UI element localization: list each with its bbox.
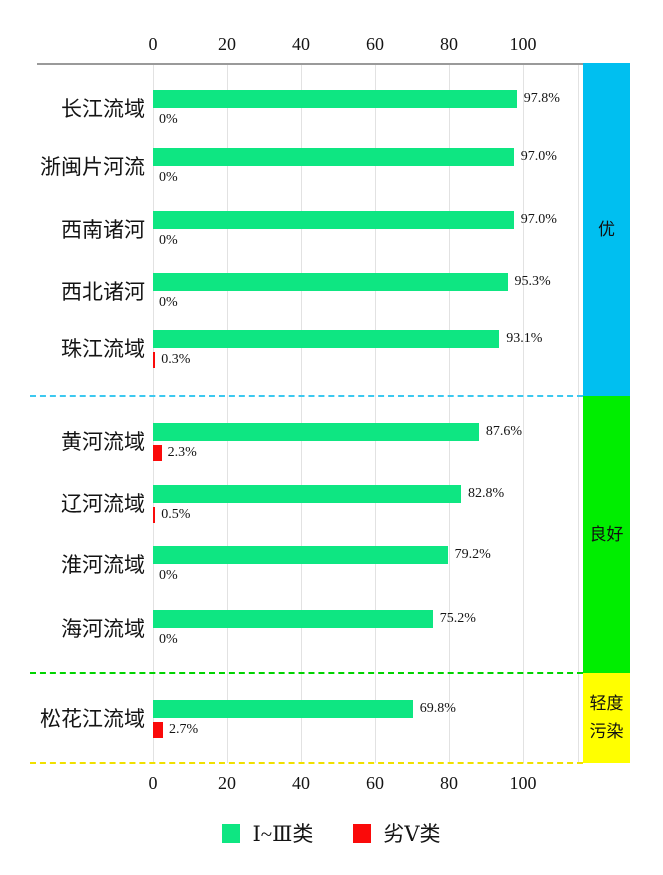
category-label: 海河流域 xyxy=(61,617,145,641)
series2-value-label: 0% xyxy=(159,112,178,127)
series2-value-label: 0.5% xyxy=(161,507,191,522)
series1-value-label: 87.6% xyxy=(485,424,523,439)
section-separator xyxy=(30,672,583,674)
series2-value-label: 0% xyxy=(159,632,178,647)
series1-bar xyxy=(153,273,508,291)
series1-value-label: 75.2% xyxy=(439,611,476,626)
series1-value-label: 82.8% xyxy=(468,486,505,501)
x-tick-label-top: 100 xyxy=(509,34,537,54)
series1-bar xyxy=(153,610,433,628)
series1-value-label: 97.0% xyxy=(520,149,557,164)
category-label: 浙闽片河流 xyxy=(40,155,145,179)
series1-bar xyxy=(153,423,479,441)
series2-value-label: 0.3% xyxy=(161,352,191,367)
section-separator xyxy=(30,762,583,764)
series1-value-label: 97.8% xyxy=(523,91,560,106)
series2-bar xyxy=(153,722,163,738)
grade-strip-label: 优 xyxy=(598,219,615,239)
legend-item: Ⅰ~Ⅲ类 xyxy=(222,818,313,848)
series1-bar xyxy=(153,546,448,564)
category-label: 长江流域 xyxy=(61,97,145,121)
series2-value-label: 0% xyxy=(159,295,178,310)
series2-value-label: 2.3% xyxy=(167,445,197,460)
gridline xyxy=(449,65,450,763)
legend: Ⅰ~Ⅲ类 劣Ⅴ类 xyxy=(0,818,663,848)
series2-bar xyxy=(153,352,156,368)
gridline xyxy=(153,65,154,763)
category-label: 西北诸河 xyxy=(61,280,145,304)
axis-line xyxy=(37,63,583,65)
x-tick-label-top: 0 xyxy=(148,34,158,54)
series1-value-label: 69.8% xyxy=(419,701,456,716)
grade-strip-section: 轻度 污染 xyxy=(583,673,630,763)
grade-strip-label: 轻度 xyxy=(589,694,624,713)
grade-strip-section: 良好 xyxy=(583,396,630,673)
legend-label: Ⅰ~Ⅲ类 xyxy=(252,822,314,846)
x-tick-label-bottom: 80 xyxy=(440,773,458,793)
x-tick-label-bottom: 60 xyxy=(366,773,384,793)
grade-strip-label: 污染 xyxy=(589,722,624,741)
gridline xyxy=(227,65,228,763)
series1-bar xyxy=(153,211,514,229)
series1-bar xyxy=(153,700,413,718)
grade-strip-section: 优 xyxy=(583,63,630,396)
grade-strip-label: 良好 xyxy=(589,524,624,544)
category-label: 黄河流域 xyxy=(61,430,145,454)
series2-value-label: 0% xyxy=(159,568,178,583)
series1-bar xyxy=(153,148,514,166)
category-label: 珠江流域 xyxy=(61,337,145,361)
series1-value-label: 97.0% xyxy=(520,212,557,227)
series2-bar xyxy=(153,507,156,523)
category-label: 淮河流域 xyxy=(61,553,145,577)
x-tick-label-bottom: 100 xyxy=(509,773,537,793)
series1-bar xyxy=(153,90,517,108)
section-separator xyxy=(30,395,583,397)
x-tick-label-bottom: 40 xyxy=(292,773,310,793)
x-tick-label-top: 60 xyxy=(366,34,384,54)
series2-bar xyxy=(153,445,162,461)
gridline xyxy=(523,65,524,763)
series2-value-label: 2.7% xyxy=(169,722,199,737)
x-tick-label-top: 20 xyxy=(218,34,236,54)
series1-bar xyxy=(153,485,461,503)
x-tick-label-top: 40 xyxy=(292,34,310,54)
gridline xyxy=(301,65,302,763)
x-tick-label-bottom: 20 xyxy=(218,773,236,793)
legend-swatch xyxy=(222,823,241,843)
series1-value-label: 79.2% xyxy=(454,547,491,562)
series2-value-label: 0% xyxy=(159,233,178,248)
x-tick-label-bottom: 0 xyxy=(148,773,158,793)
series1-value-label: 95.3% xyxy=(514,274,551,289)
gridline xyxy=(375,65,376,763)
legend-item: 劣Ⅴ类 xyxy=(353,818,441,848)
legend-label: 劣Ⅴ类 xyxy=(383,822,441,846)
x-tick-label-top: 80 xyxy=(440,34,458,54)
legend-swatch xyxy=(353,823,372,843)
gridline xyxy=(578,65,579,763)
series1-bar xyxy=(153,330,500,348)
series2-value-label: 0% xyxy=(159,170,178,185)
category-label: 辽河流域 xyxy=(61,492,145,516)
series1-value-label: 93.1% xyxy=(506,331,543,346)
category-label: 松花江流域 xyxy=(40,707,145,731)
category-label: 西南诸河 xyxy=(61,218,145,242)
